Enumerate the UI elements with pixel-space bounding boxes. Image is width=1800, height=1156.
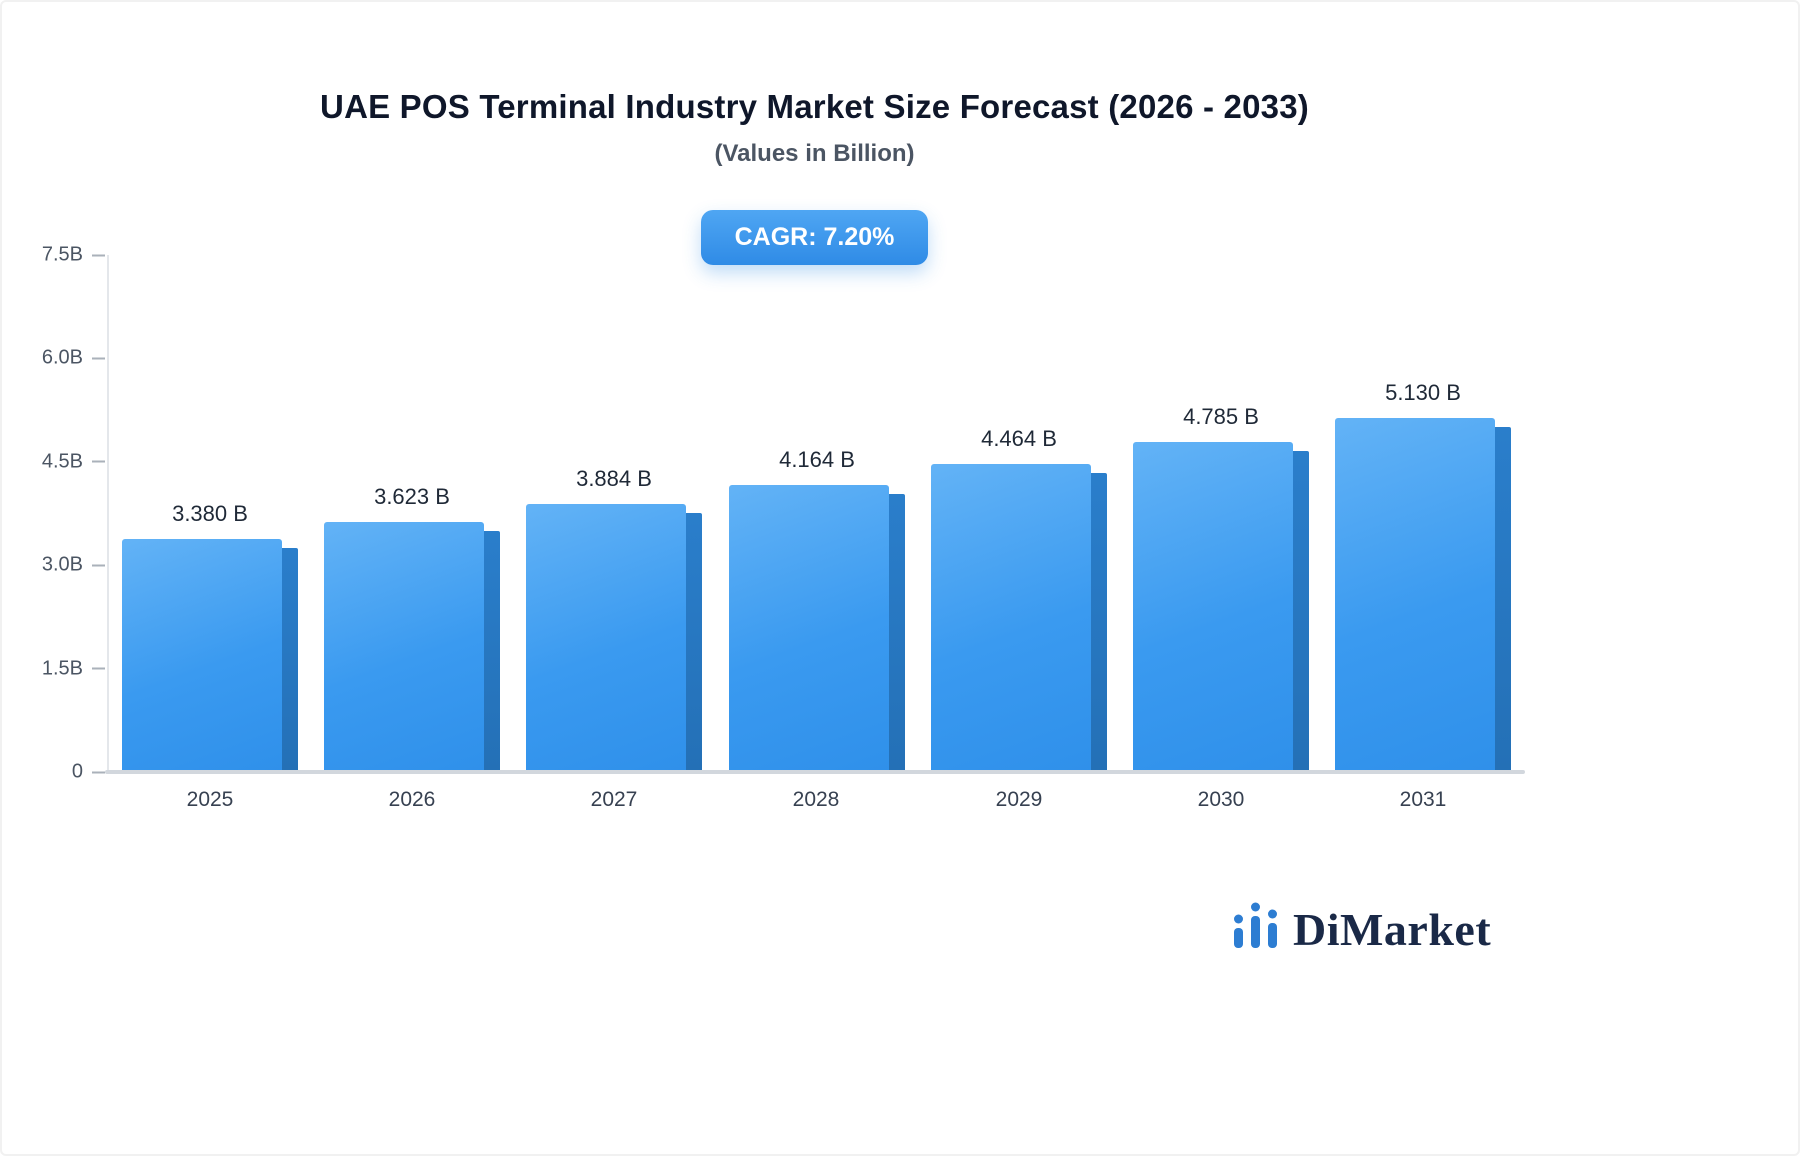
y-tick-label: 6.0B [41,346,83,369]
bar-value-label: 4.464 B [981,426,1057,451]
y-axis: 0 1.5B 3.0B 4.5B 6.0B 7.5B [2,244,105,783]
chart-title: UAE POS Terminal Industry Market Size Fo… [320,88,1309,125]
bar-side-shade [1293,451,1309,772]
bar-2028: 4.164 B [729,447,905,772]
bar-side-shade [484,531,500,772]
bar-value-label: 4.785 B [1183,404,1259,429]
bar-side-shade [889,494,905,772]
bar-face [1133,442,1293,772]
x-axis-label: 2029 [995,788,1043,811]
y-tick-mark [92,564,105,567]
x-axis-label: 2030 [1197,788,1245,811]
y-axis-tick: 0 [72,761,105,784]
bar-value-label: 3.380 B [172,501,248,526]
brand-logo-text: DiMarket [1293,904,1492,955]
y-tick-label: 3.0B [41,553,83,576]
bar-side-shade [282,548,298,772]
bar-2031: 5.130 B [1335,380,1511,772]
y-tick-mark [92,254,105,256]
bar-2027: 3.884 B [526,466,702,772]
y-axis-tick: 4.5B [42,450,105,473]
y-axis-tick: 7.5B [42,244,105,267]
bar-2029: 4.464 B [931,426,1107,772]
y-tick-mark [92,771,105,773]
y-tick-mark [92,460,105,463]
y-tick-label: 4.5B [41,450,83,473]
bar-face [324,522,484,772]
chart-subtitle: (Values in Billion) [714,140,915,167]
bar-value-label: 3.884 B [576,466,652,491]
bar-side-shade [1091,473,1107,772]
y-tick-mark [92,357,105,360]
bar-value-label: 3.623 B [374,484,450,509]
bar-side-shade [686,513,702,772]
y-axis-tick: 1.5B [42,657,105,680]
y-axis-tick: 6.0B [42,347,105,370]
bar-2026: 3.623 B [324,484,500,772]
x-axis-line [105,770,1525,774]
x-axis-label: 2025 [186,788,234,811]
bar-face [931,464,1091,772]
bar-face [1335,418,1495,772]
bar-chart-dots-icon [1230,902,1282,953]
y-tick-mark [92,667,105,670]
cagr-badge: CAGR: 7.20% [700,210,929,265]
bar-2025: 3.380 B [122,501,298,772]
y-axis-tick: 3.0B [42,554,105,577]
bar-face [729,485,889,772]
y-tick-label: 0 [71,760,83,783]
plot-area: 3.380 B 2025 3.623 B 2026 3.884 B 2027 4.164 B… [107,255,1522,811]
bar-value-label: 5.130 B [1385,380,1461,405]
y-tick-label: 1.5B [41,657,83,680]
bar-face [122,539,282,772]
y-tick-label: 7.5B [41,243,83,266]
x-axis-label: 2028 [792,788,840,811]
bar-face [526,504,686,772]
x-axis-label: 2026 [388,788,436,811]
bar-value-label: 4.164 B [779,447,855,472]
x-axis-label: 2027 [590,788,638,811]
brand-logo: DiMarket [1230,902,1491,953]
bar-2030: 4.785 B [1133,404,1309,772]
bar-side-shade [1495,427,1511,772]
chart-header: UAE POS Terminal Industry Market Size Fo… [107,88,1522,265]
x-axis-label: 2031 [1399,788,1447,811]
